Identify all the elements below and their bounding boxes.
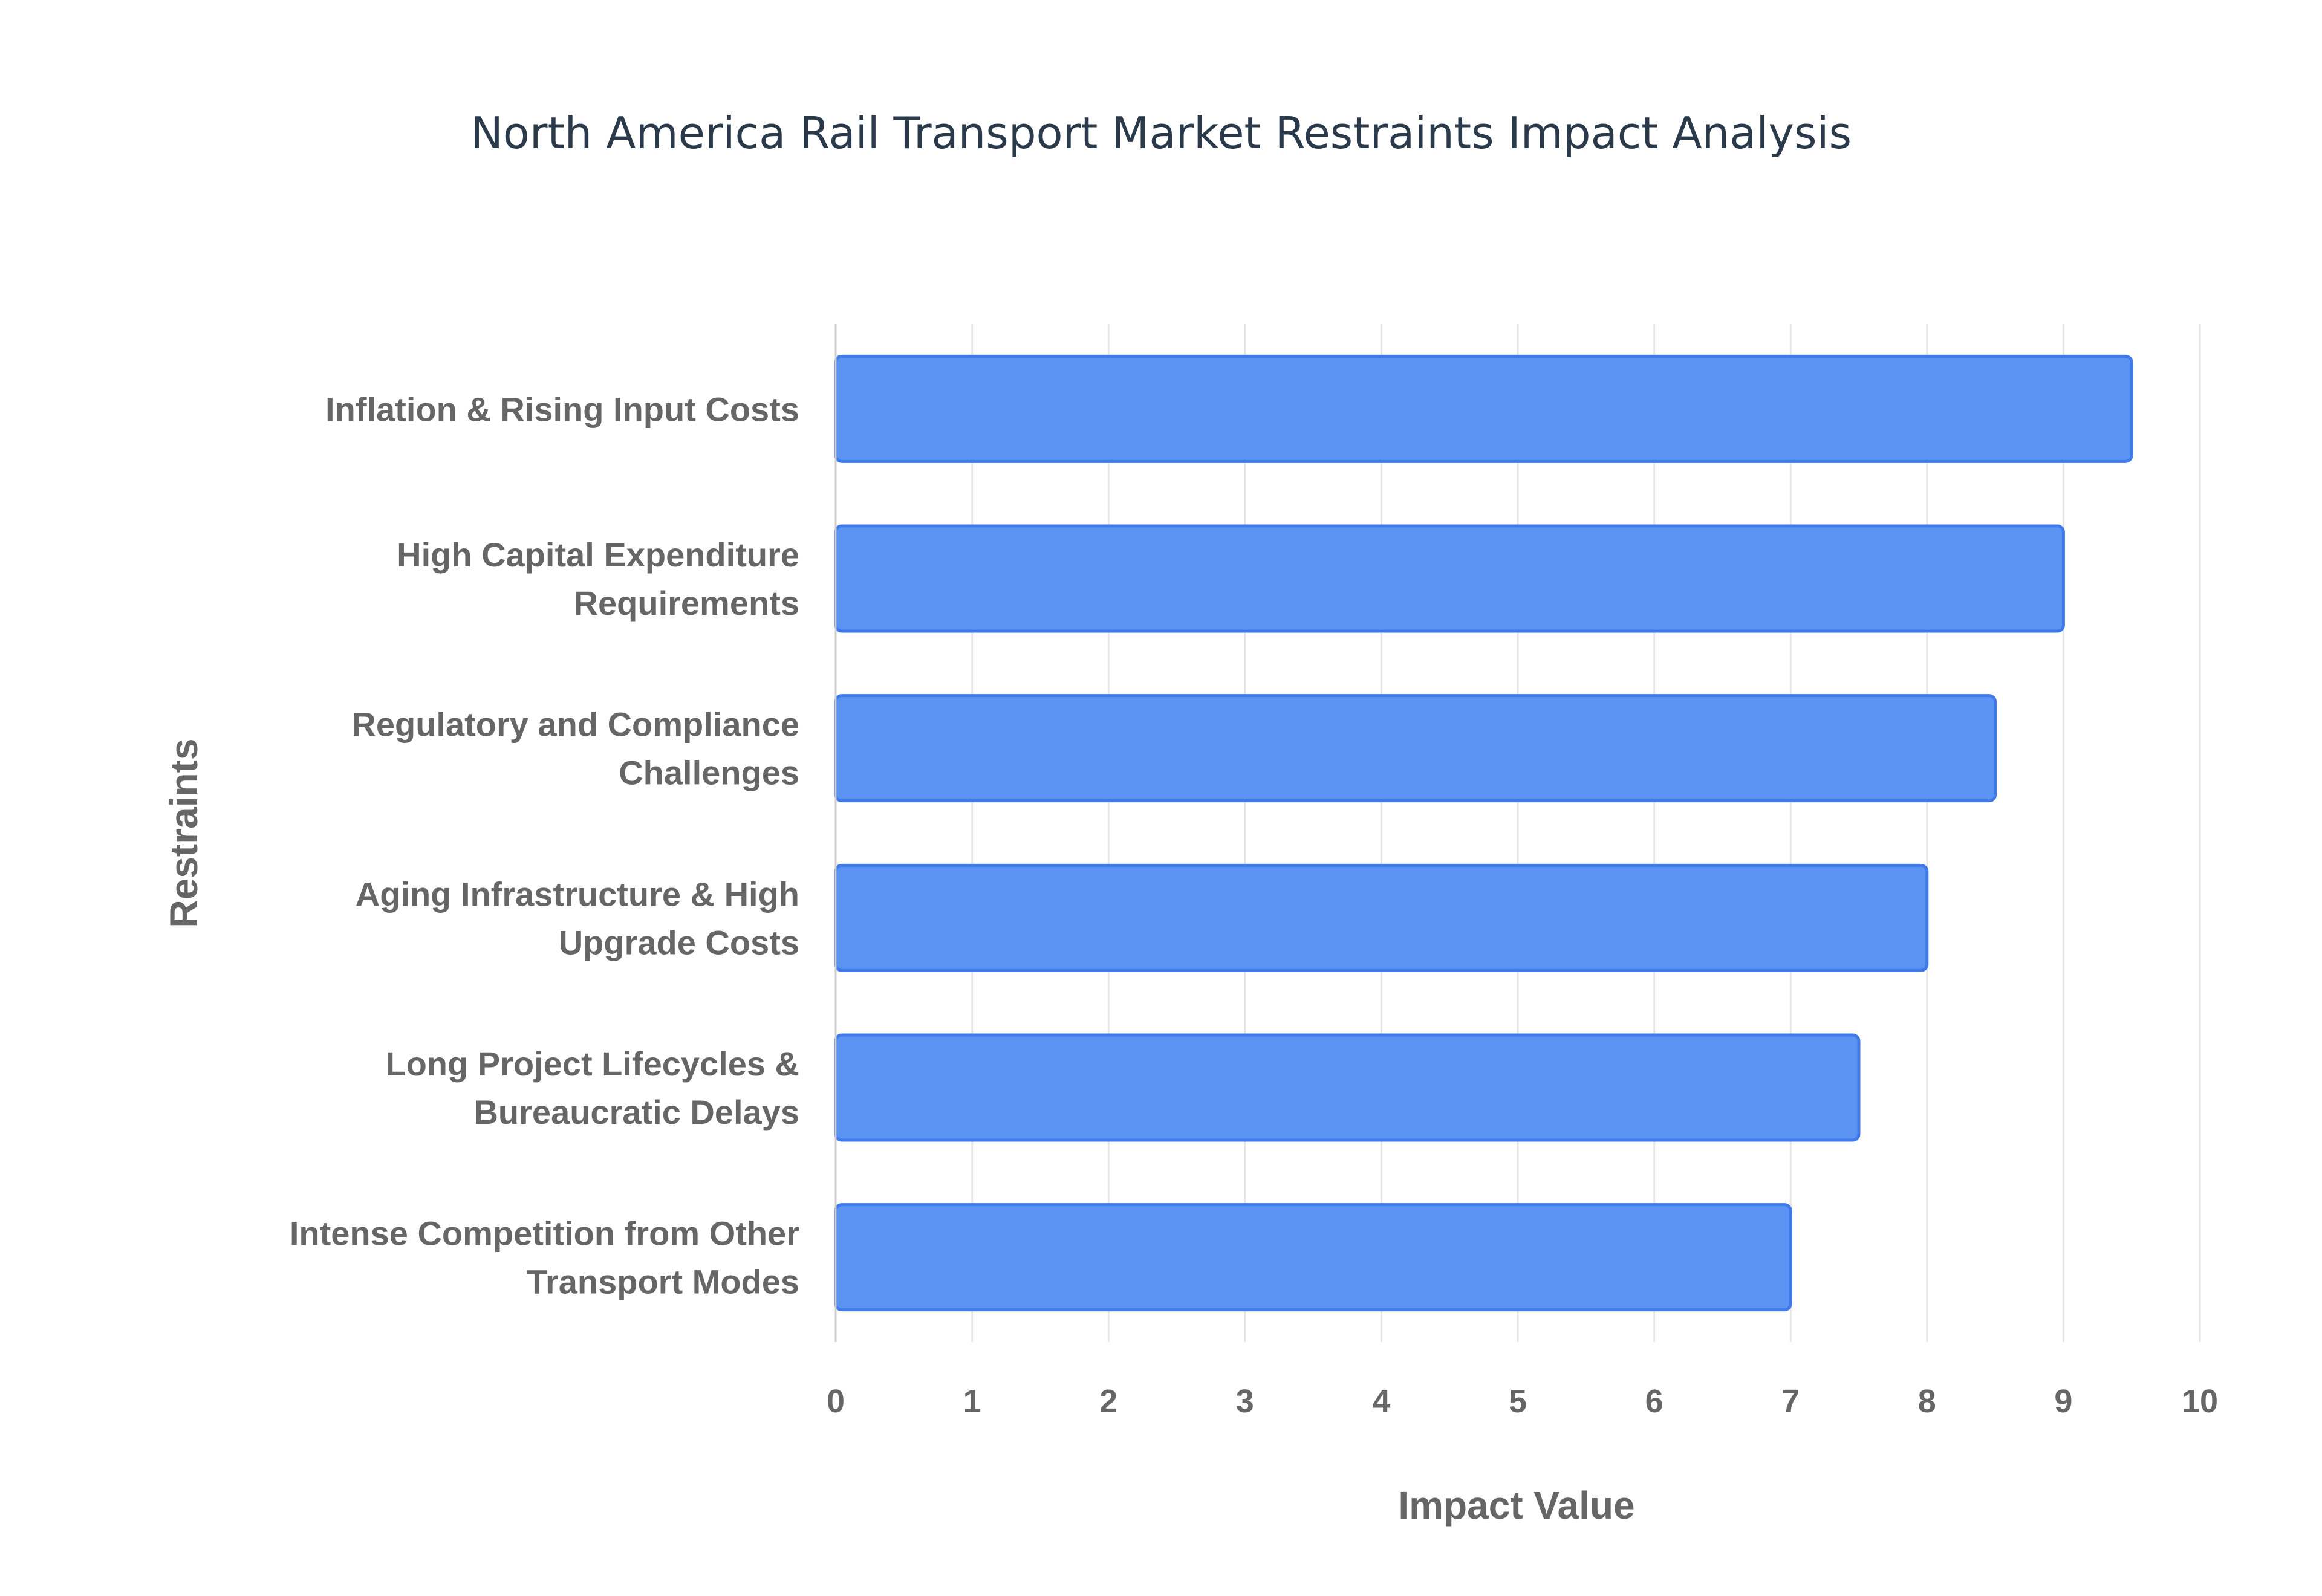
x-tick-label: 5 <box>1509 1383 1527 1419</box>
y-axis-title: Restraints <box>162 739 206 928</box>
x-tick-label: 0 <box>827 1383 845 1419</box>
x-axis-title: Impact Value <box>1398 1484 1634 1527</box>
category-label: Requirements <box>574 584 799 622</box>
bar <box>834 863 1929 972</box>
category-label: Inflation & Rising Input Costs <box>325 390 799 428</box>
category-label: Aging Infrastructure & High <box>356 875 799 913</box>
x-tick-label: 1 <box>963 1383 981 1419</box>
category-label: Long Project Lifecycles & <box>385 1045 799 1083</box>
x-tick-label: 9 <box>2054 1383 2072 1419</box>
category-label: Bureaucratic Delays <box>473 1093 799 1131</box>
category-label: Transport Modes <box>527 1263 799 1301</box>
category-label: Challenges <box>619 754 799 792</box>
x-tick-label: 8 <box>1918 1383 1936 1419</box>
category-label: Intense Competition from Other <box>290 1215 799 1253</box>
x-tick-label: 10 <box>2182 1383 2218 1419</box>
x-tick-label: 2 <box>1099 1383 1117 1419</box>
y-axis-categories: Inflation & Rising Input Costs High Capit… <box>290 390 799 1300</box>
bars <box>834 354 2133 1312</box>
chart-title: North America Rail Transport Market Rest… <box>470 108 1852 158</box>
category-label: High Capital Expenditure <box>397 536 799 574</box>
bar <box>834 1033 1861 1142</box>
x-tick-label: 4 <box>1372 1383 1390 1419</box>
gridlines <box>971 324 2201 1342</box>
category-label: Regulatory and Compliance <box>351 706 799 744</box>
category-label: Upgrade Costs <box>559 923 799 961</box>
x-tick-label: 6 <box>1645 1383 1663 1419</box>
x-axis-ticks: 0 1 2 3 4 5 6 7 8 9 10 <box>827 1383 2218 1419</box>
bar <box>834 1203 1792 1312</box>
bar <box>834 354 2133 463</box>
bar <box>834 694 1997 803</box>
x-tick-label: 7 <box>1781 1383 1800 1419</box>
bar <box>834 524 2065 633</box>
x-tick-label: 3 <box>1236 1383 1254 1419</box>
